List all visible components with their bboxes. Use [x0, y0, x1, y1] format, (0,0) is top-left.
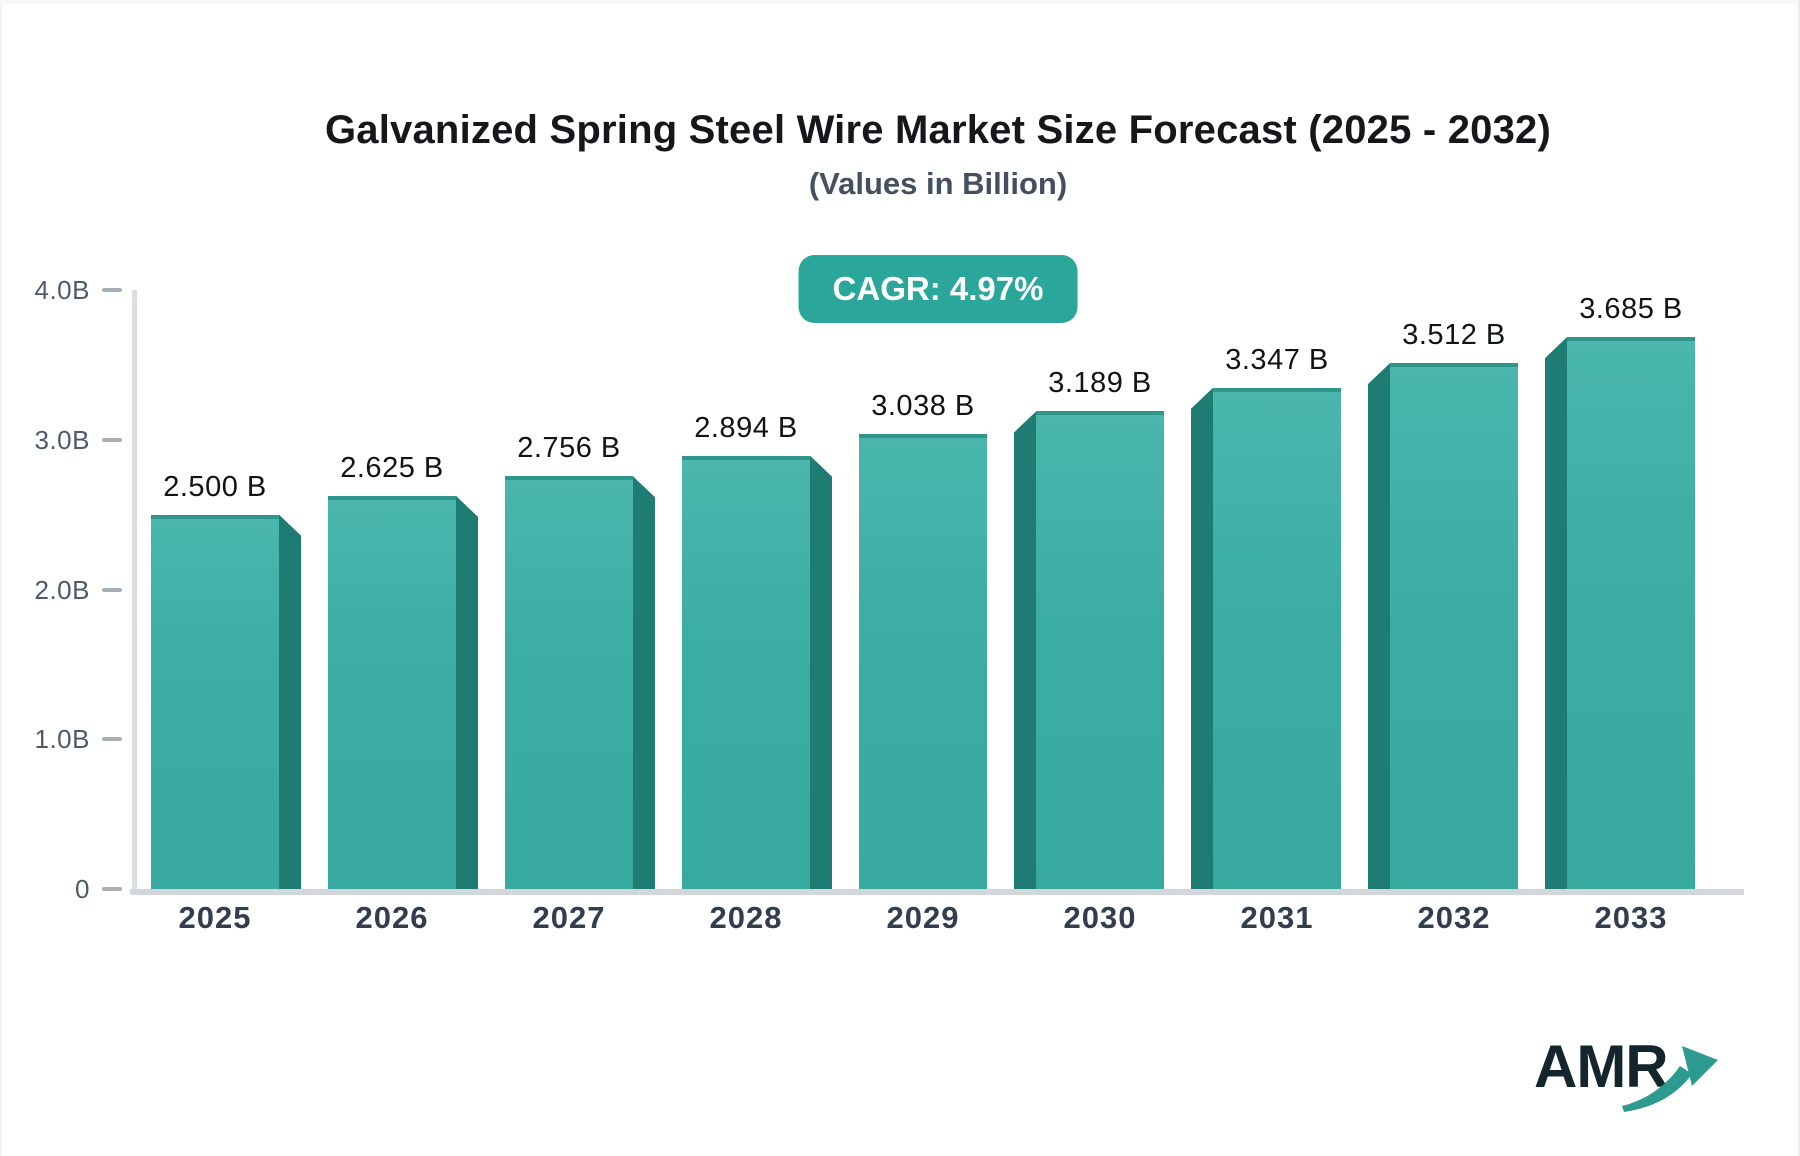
chart-title: Galvanized Spring Steel Wire Market Size… — [324, 108, 1552, 152]
x-axis-label: 2031 — [1240, 900, 1314, 935]
bar-2025 — [151, 514, 279, 889]
y-axis-tick-label: 1.0B — [34, 724, 90, 755]
bar-3d-side — [810, 455, 832, 889]
x-axis-label: 2027 — [532, 900, 606, 935]
y-axis-tick-label: 4.0B — [34, 275, 90, 305]
bar-value-label: 2.500 B — [163, 470, 267, 503]
amr-logo-text: AMR — [1534, 1033, 1669, 1100]
x-axis-label: 2025 — [178, 900, 252, 935]
x-axis-label: 2028 — [709, 900, 783, 935]
bar-3d-side — [1368, 363, 1390, 889]
y-axis-tick-label: 2.0B — [34, 574, 90, 605]
bar-2026 — [328, 495, 456, 889]
bar-value-label: 3.685 B — [1579, 293, 1683, 326]
bar-value-label: 3.189 B — [1048, 367, 1152, 400]
bar-2033 — [1567, 337, 1695, 889]
page-top-strip — [2, 0, 1798, 4]
y-axis-tick-mark — [102, 887, 122, 891]
y-axis-tick-label: 3.0B — [34, 424, 90, 455]
bar-3d-side — [1545, 337, 1567, 889]
bar-value-label: 2.756 B — [517, 432, 621, 465]
bar-2027 — [505, 476, 633, 889]
amr-logo: AMR — [1526, 1028, 1746, 1128]
bar-value-label: 3.512 B — [1402, 319, 1506, 352]
bar-2028 — [682, 455, 810, 889]
x-axis-label: 2029 — [886, 900, 960, 935]
bar-value-label: 2.894 B — [694, 411, 798, 444]
y-axis-tick-mark — [102, 437, 122, 442]
bar-2030 — [1036, 411, 1164, 889]
bar-value-label: 2.625 B — [340, 451, 444, 484]
y-axis-tick-label: 0 — [75, 874, 90, 904]
x-axis-label: 2030 — [1063, 900, 1137, 935]
x-axis-line — [130, 889, 1744, 895]
bar-3d-side — [1014, 411, 1036, 889]
x-axis-label: 2033 — [1594, 900, 1668, 935]
x-axis-label: 2032 — [1417, 900, 1491, 935]
bar-3d-side — [279, 514, 301, 889]
growth-arrow-icon — [1622, 1046, 1718, 1112]
bar-value-label: 3.347 B — [1225, 343, 1329, 376]
chart-subtitle: (Values in Billion) — [808, 166, 1068, 201]
bar-2029 — [859, 434, 987, 889]
y-axis-tick-mark — [102, 737, 122, 742]
x-axis-label: 2026 — [355, 900, 429, 935]
bar-3d-side — [633, 476, 655, 889]
y-axis-line — [132, 290, 137, 892]
y-axis-tick-mark — [102, 587, 122, 592]
bar-2031 — [1213, 387, 1341, 889]
bar-3d-side — [456, 495, 478, 889]
bar-3d-side — [1191, 387, 1213, 889]
bar-value-label: 3.038 B — [871, 390, 975, 423]
cagr-badge: CAGR: 4.97% — [798, 255, 1078, 323]
y-axis-tick-mark — [102, 288, 122, 292]
bar-2032 — [1390, 363, 1518, 889]
